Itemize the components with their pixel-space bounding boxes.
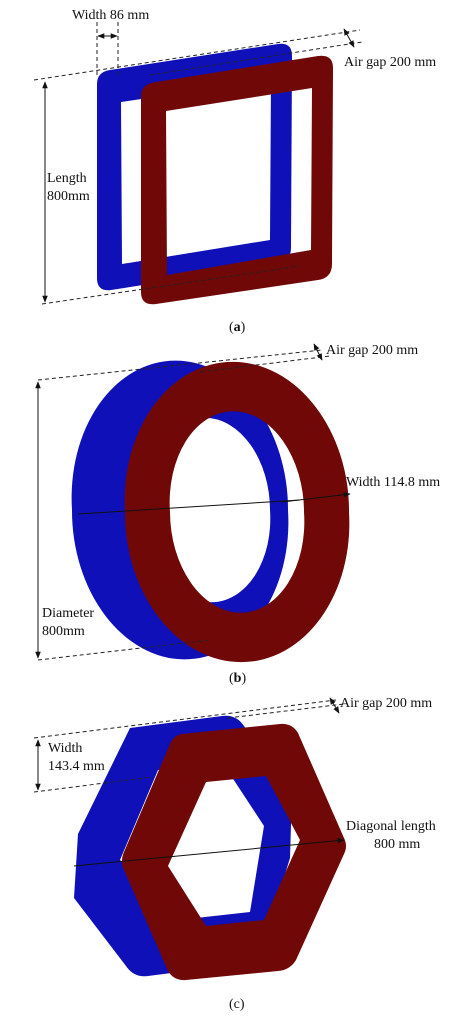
caption-a-letter: a [234,320,241,335]
bottom-reference-line [37,639,211,661]
air-gap-label: Air gap 200 mm [340,696,432,711]
caption-b-close: ) [241,671,246,686]
caption-a-close: ) [241,320,246,335]
length-label-line2: 800mm [47,189,90,204]
width-label: Width 114.8 mm [346,475,440,490]
bottom-reference-line [41,265,301,305]
air-gap-arrow [313,343,323,361]
secondary-circular-coil [124,361,350,663]
diameter-label-line1: Diameter [42,606,94,621]
air-gap-arrow [329,697,340,714]
panel-c: Air gap 200 mm Width 143.4 mm Diagonal l… [33,696,436,1012]
panel-b: Air gap 200 mm Width 114.8 mm Diameter 8… [35,343,440,686]
width-label-line1: Width [48,741,82,756]
diagonal-label-line2: 800 mm [374,837,420,852]
width-reference-line [33,776,153,793]
caption-b-letter: b [234,671,242,686]
caption-c: (c) [229,997,245,1012]
caption-a-open: ( [229,320,234,335]
width-dimension-arrow [281,491,351,503]
top-reference-line-2 [227,703,345,719]
caption-b-open: ( [229,671,234,686]
caption-b: (b) [229,671,246,686]
length-label-line1: Length [47,171,87,186]
width-label: Width 86 mm [72,8,149,23]
top-reference-line-2 [199,355,331,373]
air-gap-label: Air gap 200 mm [326,343,418,358]
caption-a: (a) [229,320,246,335]
diameter-label-line2: 800mm [42,624,85,639]
top-reference-line [37,349,323,381]
air-gap-label: Air gap 200 mm [344,55,436,70]
secondary-hexagonal-coil [122,723,346,981]
diagonal-line [73,837,345,867]
air-gap-arrow [343,28,355,48]
primary-circular-coil [71,360,289,660]
top-reference-line [33,699,337,739]
primary-hexagonal-coil [74,715,292,977]
top-reference-line [33,29,361,81]
diagonal-label-line1: Diagonal length [346,819,436,834]
panel-a: Width 86 mm Air gap 200 mm Length 800mm … [33,8,436,335]
center-line [77,499,301,515]
top-reference-line-2 [149,41,363,76]
width-label-line2: 143.4 mm [48,759,105,774]
secondary-square-coil [141,55,333,305]
